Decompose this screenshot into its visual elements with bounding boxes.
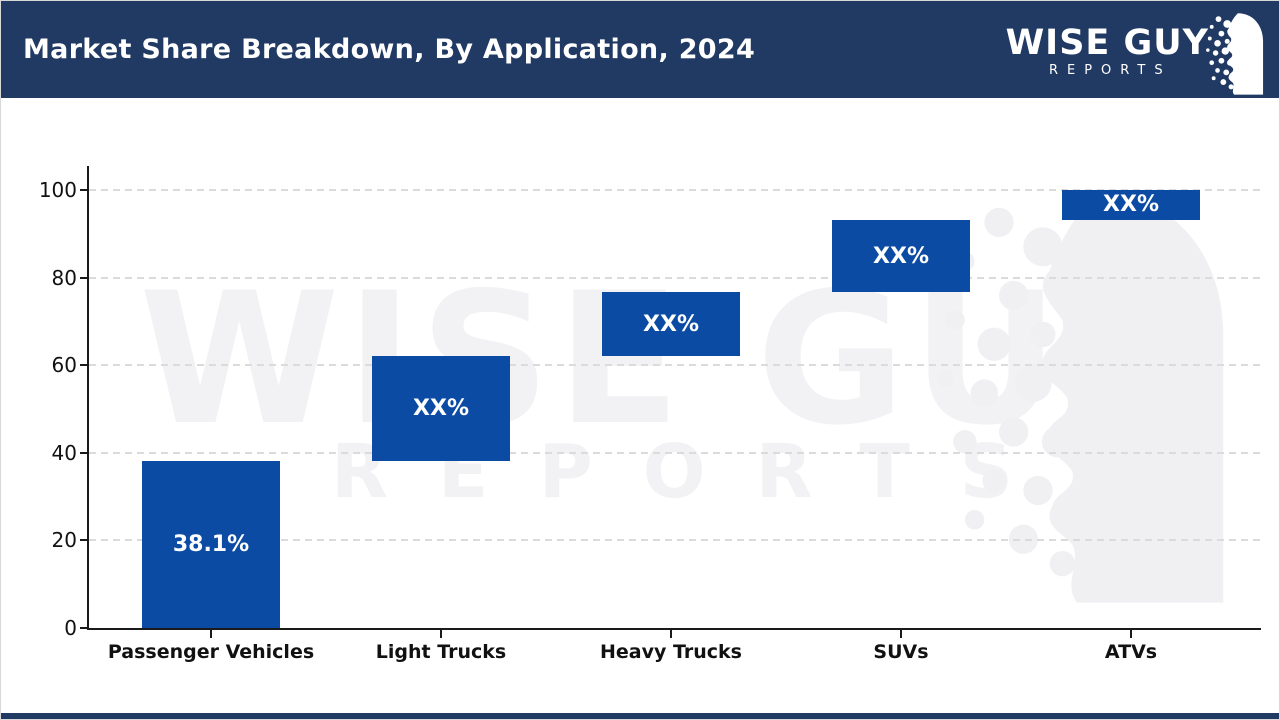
y-axis-tick-label: 0 xyxy=(64,616,77,640)
y-axis-tick-label: 60 xyxy=(51,353,77,378)
bar-value-label: XX% xyxy=(1103,192,1159,218)
bar-value-label: XX% xyxy=(873,243,929,269)
x-axis-tick-mark xyxy=(900,630,902,638)
x-category-label: SUVs xyxy=(873,641,929,663)
x-axis-tick-mark xyxy=(210,630,212,638)
brand-subtitle: REPORTS xyxy=(1048,63,1172,78)
x-axis-tick-mark xyxy=(440,630,442,638)
bar-value-label: 38.1% xyxy=(172,532,250,558)
bar-value-label: XX% xyxy=(413,395,469,421)
footer-accent-bar xyxy=(1,713,1279,719)
bar-value-label: XX% xyxy=(643,311,699,337)
bar-heavy-trucks: XX% xyxy=(602,292,740,356)
y-axis-tick-label: 100 xyxy=(38,178,77,202)
bar-passenger-vehicles: 38.1% xyxy=(142,461,280,628)
y-gridline-60 xyxy=(89,364,1261,367)
y-gridline-20 xyxy=(89,539,1261,542)
y-axis-tick-mark xyxy=(80,276,89,279)
y-axis-tick-mark xyxy=(80,539,89,542)
brand-logo-text: WISE GUY REPORTS xyxy=(1006,25,1209,78)
y-axis-tick-mark xyxy=(80,627,89,629)
x-category-label: Passenger Vehicles xyxy=(107,641,315,663)
x-axis-tick-mark xyxy=(1130,630,1132,638)
y-axis-line xyxy=(87,166,89,630)
bar-atvs: XX% xyxy=(1062,190,1200,220)
bar-light-trucks: XX% xyxy=(372,355,510,462)
x-category-label: Light Trucks xyxy=(375,641,507,663)
brand-logo: WISE GUY REPORTS xyxy=(1006,1,1265,98)
x-category-label: Heavy Trucks xyxy=(600,641,742,663)
y-gridline-80 xyxy=(89,276,1261,279)
y-gridline-40 xyxy=(89,451,1261,454)
x-axis-tick-mark xyxy=(670,630,672,638)
bar-suvs: XX% xyxy=(832,219,970,293)
x-category-label: ATVs xyxy=(1104,641,1158,663)
x-axis-line xyxy=(87,628,1261,630)
page-title: Market Share Breakdown, By Application, … xyxy=(23,34,756,65)
y-axis-tick-label: 40 xyxy=(51,440,77,465)
y-axis-tick-mark xyxy=(80,189,89,191)
y-axis-tick-mark xyxy=(80,364,89,367)
brand-face-icon xyxy=(1206,12,1264,95)
header-bar: Market Share Breakdown, By Application, … xyxy=(1,1,1279,98)
y-gridline-100 xyxy=(89,189,1261,191)
y-axis-tick-label: 20 xyxy=(51,528,77,553)
y-axis-tick-label: 80 xyxy=(51,265,77,290)
brand-name: WISE GUY xyxy=(1005,23,1209,63)
y-axis-tick-mark xyxy=(80,451,89,454)
